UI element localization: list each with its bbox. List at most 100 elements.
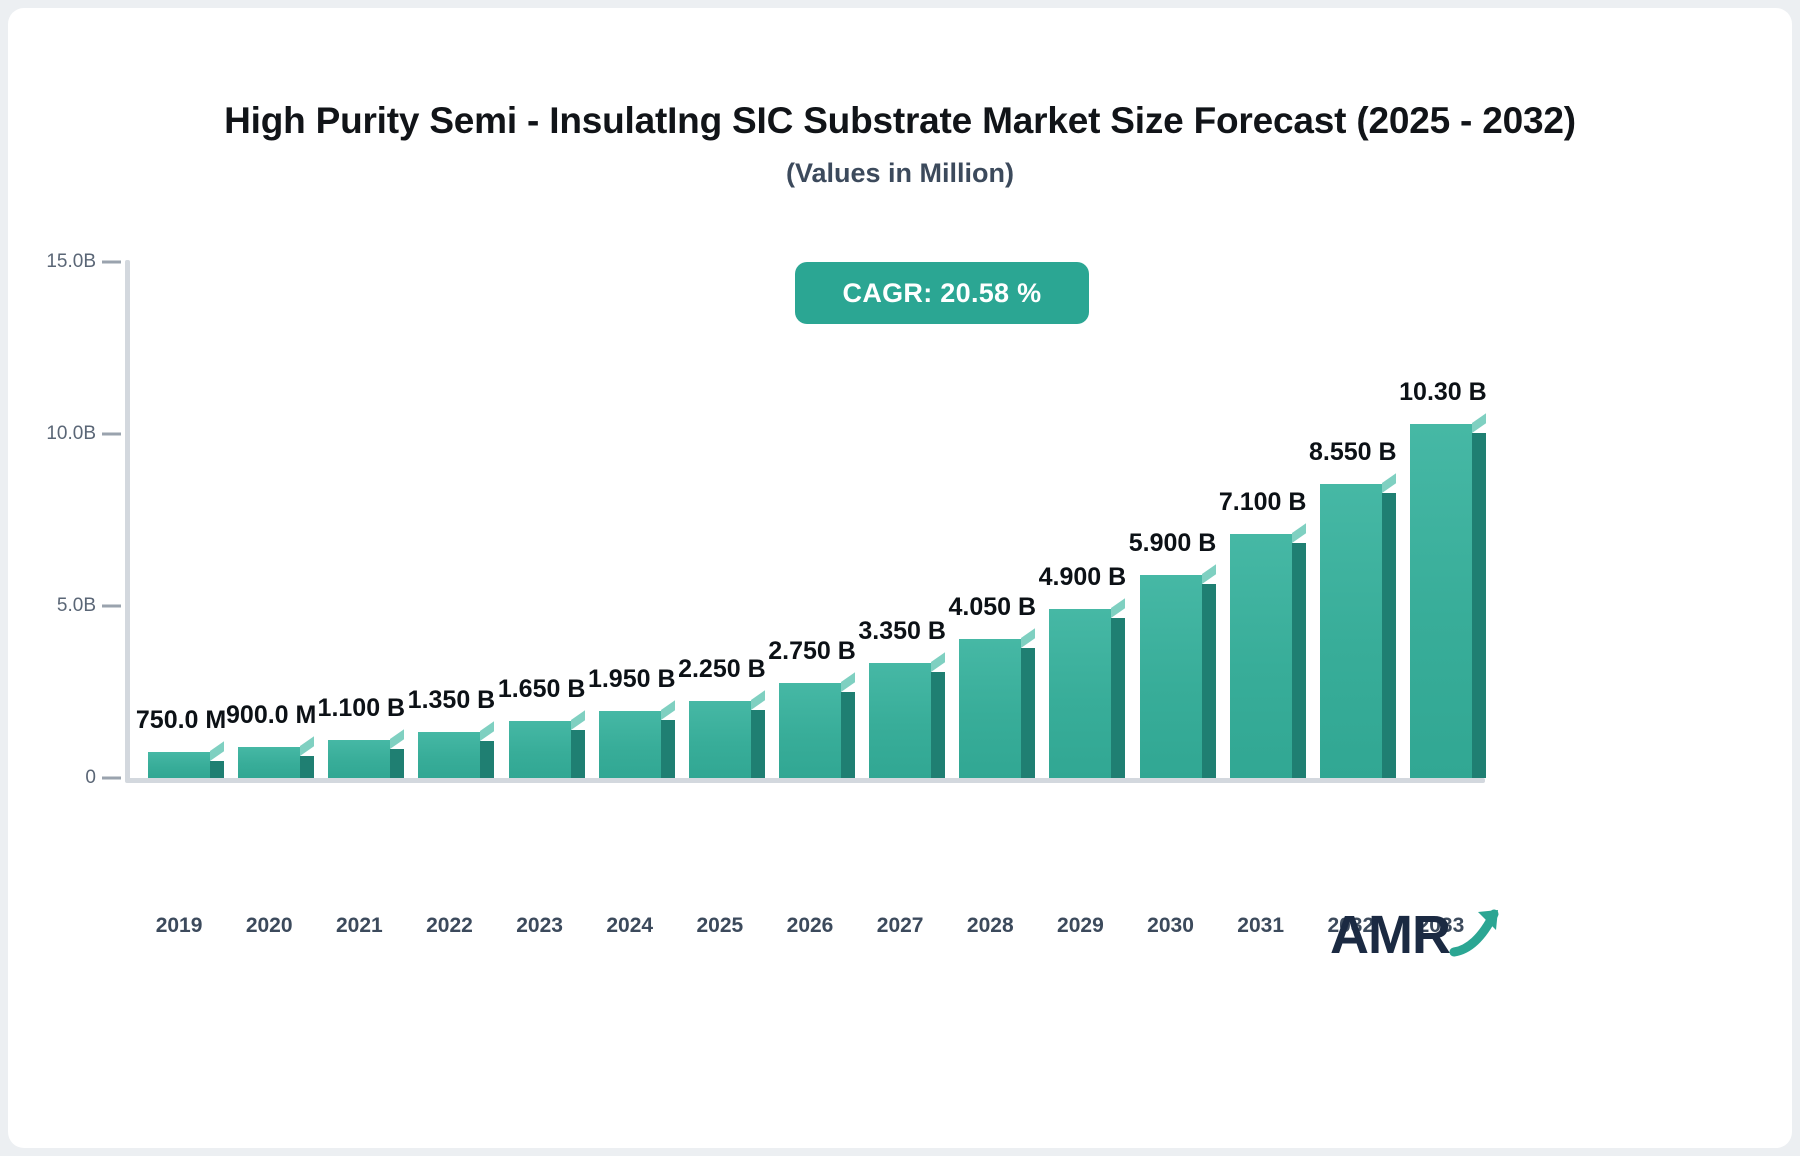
bar-side-face <box>841 692 855 778</box>
bar-front-face <box>779 683 841 778</box>
bar-value-label: 10.30 B <box>1399 377 1487 406</box>
bar[interactable] <box>1319 473 1396 778</box>
bar[interactable] <box>779 672 855 778</box>
bar-top-face <box>1021 627 1036 648</box>
bar-front-face <box>598 710 661 778</box>
bar-side-face <box>300 756 315 778</box>
bar-top-face <box>750 689 765 710</box>
x-axis-tick-label: 2019 <box>155 914 203 937</box>
bar[interactable] <box>959 627 1036 778</box>
bar-value-label: 3.350 B <box>858 616 946 645</box>
y-axis-tick-mark <box>102 776 121 780</box>
bar-value-label: 2.750 B <box>768 637 856 666</box>
x-axis-tick-label: 2033 <box>1417 914 1465 937</box>
bar-side-face <box>390 749 405 778</box>
y-axis-tick-label: 10.0B <box>46 423 96 444</box>
bar-front-face <box>1139 575 1202 778</box>
bar-front-face <box>1229 533 1292 778</box>
bar[interactable] <box>238 736 315 778</box>
bar-top-face <box>1471 412 1486 433</box>
bar-top-face <box>1111 598 1126 619</box>
cagr-badge: CAGR: 20.58 % <box>795 262 1089 324</box>
bar-value-label: 8.550 B <box>1309 437 1397 466</box>
bar[interactable] <box>328 729 405 778</box>
y-axis-tick-label: 0 <box>85 767 96 788</box>
bar[interactable] <box>508 710 585 778</box>
bar-top-face <box>210 741 225 762</box>
bar-value-label: 4.050 B <box>948 592 1037 621</box>
cagr-badge-label: CAGR: 20.58 % <box>842 277 1042 308</box>
bar-top-face <box>570 710 585 731</box>
bar-value-label: 2.250 B <box>678 654 766 683</box>
bar-side-face <box>570 730 585 778</box>
bar-top-face <box>1291 522 1306 543</box>
bar-value-label: 4.900 B <box>1038 563 1127 592</box>
y-axis-tick-label: 15.0B <box>46 251 96 272</box>
bar-front-face <box>418 731 481 778</box>
x-axis-tick-label: 2031 <box>1237 914 1285 937</box>
bar[interactable] <box>1049 598 1126 778</box>
bar-front-face <box>959 638 1022 778</box>
x-axis-tick-label: 2025 <box>696 914 744 937</box>
bar-value-label: 1.350 B <box>407 685 496 714</box>
bar[interactable] <box>688 689 765 778</box>
x-axis-tick-label: 2023 <box>516 914 563 937</box>
bar[interactable] <box>869 651 946 778</box>
bar-top-face <box>480 720 495 741</box>
x-axis-tick-label: 2022 <box>426 914 473 937</box>
bar-side-face <box>1021 647 1036 778</box>
bar-side-face <box>480 740 495 778</box>
bar-top-face <box>390 729 405 750</box>
bar-value-label: 900.0 M <box>226 701 317 730</box>
bar-side-face <box>1471 432 1486 778</box>
bar[interactable] <box>1229 522 1306 778</box>
bar-front-face <box>1049 609 1112 778</box>
bar-side-face <box>1291 542 1306 778</box>
bar-top-face <box>841 672 855 693</box>
bar-value-label: 7.100 B <box>1218 487 1307 516</box>
bar-front-face <box>688 700 751 778</box>
bar-side-face <box>1111 618 1126 778</box>
bar-value-label: 1.950 B <box>587 664 676 693</box>
bar-front-face <box>869 662 932 778</box>
page-title: High Purity Semi - InsulatIng SIC Substr… <box>224 100 1576 141</box>
x-axis-tick-label: 2024 <box>606 914 654 937</box>
bar-top-face <box>1201 564 1216 585</box>
growth-arrow-icon <box>1448 906 1502 963</box>
bar-front-face <box>328 740 391 778</box>
x-axis-line <box>125 778 1485 783</box>
bar-side-face <box>660 719 675 778</box>
bar-side-face <box>1201 584 1216 778</box>
bar[interactable] <box>148 741 225 778</box>
bar-side-face <box>931 671 946 778</box>
bar[interactable] <box>418 720 495 778</box>
bar[interactable] <box>598 700 675 778</box>
amr-logo-text: AMR <box>1330 905 1451 965</box>
x-axis-tick-label: 2027 <box>876 914 924 937</box>
bar-value-label: 1.100 B <box>317 694 406 723</box>
y-axis-tick-label: 5.0B <box>56 595 96 616</box>
x-axis-tick-label: 2029 <box>1057 914 1104 937</box>
bar[interactable] <box>1139 564 1216 778</box>
bar-front-face <box>1409 423 1472 778</box>
bar-front-face <box>1319 483 1382 778</box>
y-axis-tick-mark <box>102 604 121 608</box>
x-axis-tick-label: 2020 <box>245 914 293 937</box>
x-axis-tick-label: 2021 <box>335 914 383 937</box>
y-axis-tick-mark <box>102 432 121 436</box>
bar-chart-plot: 0 5.0B 10.0B 15.0B 750.0 M 900.0 M 1.100 B 1.3… <box>8 8 1792 1148</box>
bar-front-face <box>508 721 571 778</box>
bar-value-label: 5.900 B <box>1128 529 1217 558</box>
chart-card: High Purity Semi - InsulatIng SIC Substr… <box>8 8 1792 1148</box>
bar-side-face <box>750 709 765 778</box>
bar-value-label: 1.650 B <box>497 675 586 704</box>
bar[interactable] <box>1409 412 1486 778</box>
x-axis-tick-label: 2032 <box>1327 914 1375 937</box>
bar-front-face <box>238 747 301 778</box>
bar-top-face <box>1381 473 1396 493</box>
bar-front-face <box>148 752 211 778</box>
y-axis-line <box>125 260 130 781</box>
bar-top-face <box>660 700 675 720</box>
bar-side-face <box>1381 492 1396 778</box>
x-axis-tick-label: 2028 <box>966 914 1014 937</box>
